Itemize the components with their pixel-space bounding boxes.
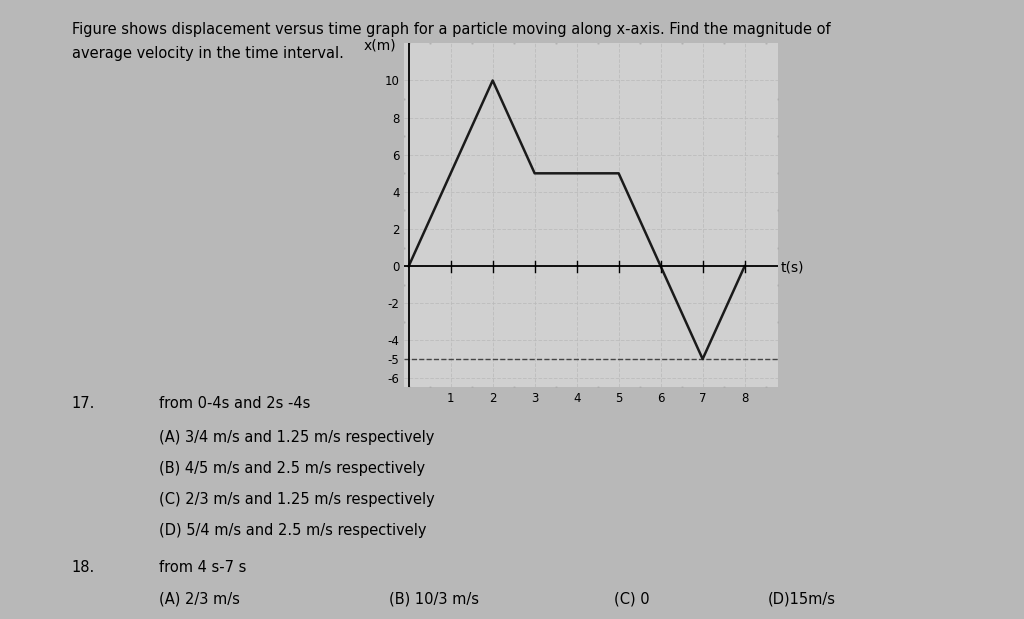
Text: 17.: 17. bbox=[72, 396, 95, 411]
Text: (D) 5/4 m/s and 2.5 m/s respectively: (D) 5/4 m/s and 2.5 m/s respectively bbox=[159, 523, 426, 538]
Text: (B) 10/3 m/s: (B) 10/3 m/s bbox=[389, 591, 479, 606]
Text: (A) 2/3 m/s: (A) 2/3 m/s bbox=[159, 591, 240, 606]
Text: t(s): t(s) bbox=[780, 260, 804, 274]
Text: (D)15m/s: (D)15m/s bbox=[768, 591, 836, 606]
Text: (B) 4/5 m/s and 2.5 m/s respectively: (B) 4/5 m/s and 2.5 m/s respectively bbox=[159, 461, 425, 476]
Text: from 4 s-7 s: from 4 s-7 s bbox=[159, 560, 246, 575]
Text: (C) 2/3 m/s and 1.25 m/s respectively: (C) 2/3 m/s and 1.25 m/s respectively bbox=[159, 492, 434, 507]
Text: Figure shows displacement versus time graph for a particle moving along x-axis. : Figure shows displacement versus time gr… bbox=[72, 22, 830, 37]
Text: x(m): x(m) bbox=[364, 38, 396, 53]
Text: (C) 0: (C) 0 bbox=[614, 591, 650, 606]
Text: from 0-4s and 2s -4s: from 0-4s and 2s -4s bbox=[159, 396, 310, 411]
Text: average velocity in the time interval.: average velocity in the time interval. bbox=[72, 46, 344, 61]
Text: 18.: 18. bbox=[72, 560, 95, 575]
Text: (A) 3/4 m/s and 1.25 m/s respectively: (A) 3/4 m/s and 1.25 m/s respectively bbox=[159, 430, 434, 445]
